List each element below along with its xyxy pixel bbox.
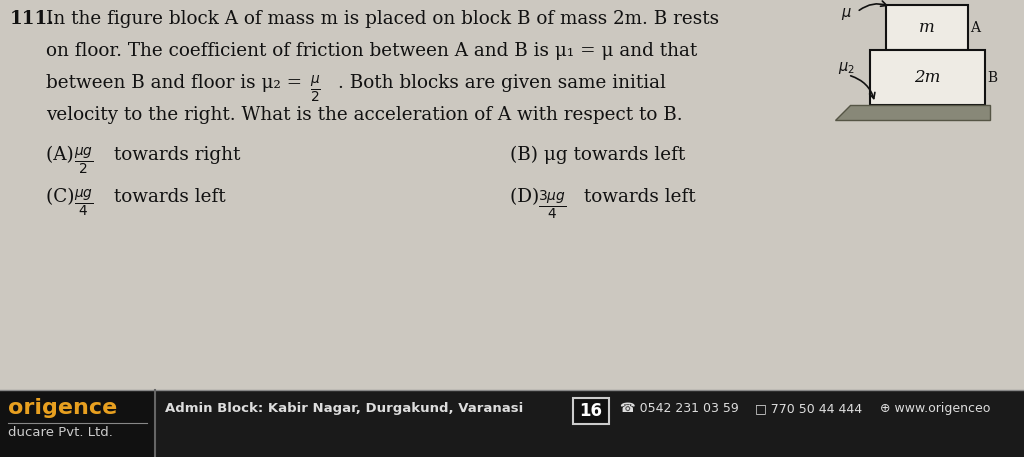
Text: towards left: towards left	[108, 188, 225, 206]
Text: (A): (A)	[46, 146, 80, 164]
Text: towards right: towards right	[108, 146, 241, 164]
Text: origence: origence	[8, 398, 118, 418]
Text: $\frac{\mu g}{2}$: $\frac{\mu g}{2}$	[74, 146, 94, 177]
Bar	[0, 390, 1024, 457]
Text: ducare Pvt. Ltd.: ducare Pvt. Ltd.	[8, 426, 113, 439]
Text: between B and floor is μ₂ =: between B and floor is μ₂ =	[46, 74, 302, 92]
Text: $\frac{3\mu g}{4}$: $\frac{3\mu g}{4}$	[538, 188, 566, 221]
Text: velocity to the right. What is the acceleration of A with respect to B.: velocity to the right. What is the accel…	[46, 106, 683, 124]
Text: Admin Block: Kabir Nagar, Durgakund, Varanasi: Admin Block: Kabir Nagar, Durgakund, Var…	[165, 402, 523, 415]
Text: ☎ 0542 231 03 59: ☎ 0542 231 03 59	[620, 402, 738, 415]
Text: $\frac{\mu g}{4}$: $\frac{\mu g}{4}$	[74, 188, 94, 219]
Text: □ 770 50 44 444: □ 770 50 44 444	[755, 402, 862, 415]
Polygon shape	[835, 105, 990, 120]
Text: (C): (C)	[46, 188, 80, 206]
Text: (D): (D)	[510, 188, 545, 206]
FancyBboxPatch shape	[870, 50, 985, 105]
FancyBboxPatch shape	[573, 398, 609, 424]
Text: $\mu$: $\mu$	[841, 6, 852, 22]
Text: (B) μg towards left: (B) μg towards left	[510, 146, 685, 164]
Text: $\frac{\mu}{2}$: $\frac{\mu}{2}$	[310, 74, 321, 105]
Bar	[0, 390, 155, 457]
Text: 111.: 111.	[10, 10, 54, 28]
Text: towards left: towards left	[578, 188, 695, 206]
Text: 16: 16	[580, 402, 602, 420]
Text: $\mu_2$: $\mu_2$	[838, 60, 855, 76]
Text: . Both blocks are given same initial: . Both blocks are given same initial	[338, 74, 666, 92]
Text: B: B	[987, 70, 997, 85]
Text: 2m: 2m	[914, 69, 941, 86]
Text: ⊕ www.origenceo: ⊕ www.origenceo	[880, 402, 990, 415]
Text: on floor. The coefficient of friction between A and B is μ₁ = μ and that: on floor. The coefficient of friction be…	[46, 42, 697, 60]
FancyBboxPatch shape	[886, 5, 968, 50]
Text: m: m	[920, 19, 935, 36]
Text: In the figure block A of mass m is placed on block B of mass 2m. B rests: In the figure block A of mass m is place…	[46, 10, 719, 28]
Text: A: A	[970, 21, 980, 34]
